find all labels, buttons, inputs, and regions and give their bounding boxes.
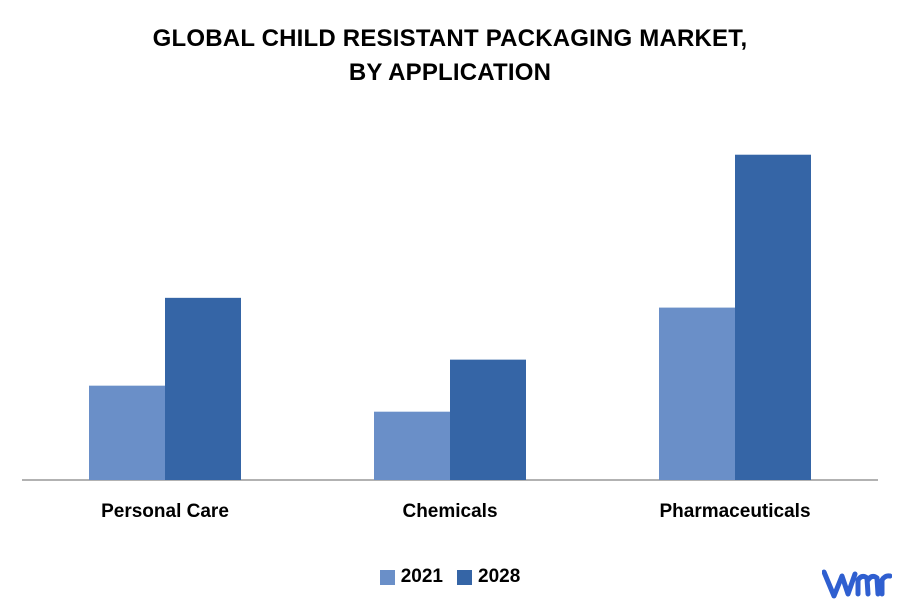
bar-pharmaceuticals-2021	[659, 307, 735, 480]
chart-title-line-1: GLOBAL CHILD RESISTANT PACKAGING MARKET,	[152, 25, 748, 52]
bar-chemicals-2021	[374, 411, 450, 480]
bar-pharmaceuticals-2028	[735, 154, 811, 480]
category-label-pharmaceuticals: Pharmaceuticals	[659, 501, 810, 522]
legend-item-2028: 2028	[457, 566, 520, 588]
chart-title: GLOBAL CHILD RESISTANT PACKAGING MARKET,…	[0, 22, 900, 90]
legend-swatch-2021	[379, 569, 395, 585]
category-label-chemicals: Chemicals	[402, 501, 497, 522]
bar-personal-care-2021	[89, 385, 165, 480]
chart-title-line-2: BY APPLICATION	[348, 59, 552, 86]
vmr-logo-icon	[822, 569, 892, 599]
legend-item-2021: 2021	[379, 566, 443, 588]
legend-label-2028: 2028	[478, 566, 521, 587]
legend: 2021 2028	[0, 566, 900, 588]
bar-personal-care-2028	[165, 297, 241, 480]
bar-chemicals-2028	[450, 359, 526, 480]
category-label-personal-care: Personal Care	[101, 501, 229, 522]
legend-label-2021: 2021	[400, 566, 443, 587]
legend-swatch-2028	[457, 569, 472, 585]
